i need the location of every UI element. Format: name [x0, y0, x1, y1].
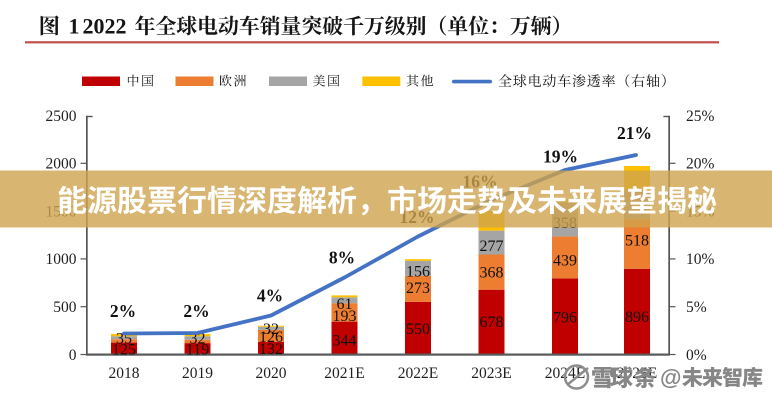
svg-text:896: 896	[625, 309, 649, 326]
svg-text:344: 344	[333, 332, 357, 349]
svg-text:439: 439	[553, 253, 577, 270]
svg-text:5%: 5%	[686, 299, 707, 316]
svg-text:0: 0	[69, 347, 77, 364]
svg-text:25%: 25%	[686, 108, 715, 125]
svg-text:2022E: 2022E	[398, 365, 438, 382]
svg-text:8%: 8%	[329, 248, 355, 268]
svg-text:4%: 4%	[257, 286, 283, 306]
svg-text:21%: 21%	[617, 123, 652, 143]
svg-text:19%: 19%	[543, 147, 578, 167]
svg-text:156: 156	[406, 264, 430, 281]
svg-text:61: 61	[337, 296, 353, 313]
svg-text:2500: 2500	[46, 108, 77, 125]
svg-text:10%: 10%	[686, 251, 715, 268]
svg-text:193: 193	[333, 308, 357, 325]
svg-text:796: 796	[553, 310, 577, 327]
svg-text:@: @	[660, 365, 681, 390]
svg-text:500: 500	[53, 299, 77, 316]
svg-text:273: 273	[406, 280, 430, 297]
svg-text:1: 1	[69, 14, 80, 39]
svg-text:277: 277	[480, 238, 504, 255]
svg-text:2020: 2020	[256, 365, 287, 382]
svg-text:2%: 2%	[110, 301, 136, 321]
svg-text:2000: 2000	[46, 156, 77, 173]
svg-text:2021E: 2021E	[324, 365, 364, 382]
svg-text:125: 125	[112, 342, 136, 359]
svg-text:20%: 20%	[686, 156, 715, 173]
svg-text:1000: 1000	[46, 251, 77, 268]
svg-text:32: 32	[263, 321, 279, 338]
svg-text:0%: 0%	[686, 347, 707, 364]
svg-text:518: 518	[625, 233, 649, 250]
svg-text:132: 132	[259, 341, 283, 358]
svg-text:2022: 2022	[83, 14, 127, 39]
svg-text:678: 678	[480, 314, 504, 331]
svg-text:119: 119	[186, 342, 209, 359]
svg-text:2019: 2019	[182, 365, 213, 382]
svg-text:2%: 2%	[183, 301, 209, 321]
svg-text:368: 368	[480, 265, 504, 282]
svg-text:2018: 2018	[109, 365, 140, 382]
svg-text:2023E: 2023E	[471, 365, 511, 382]
svg-text:126: 126	[259, 329, 283, 346]
svg-text:550: 550	[406, 321, 430, 338]
